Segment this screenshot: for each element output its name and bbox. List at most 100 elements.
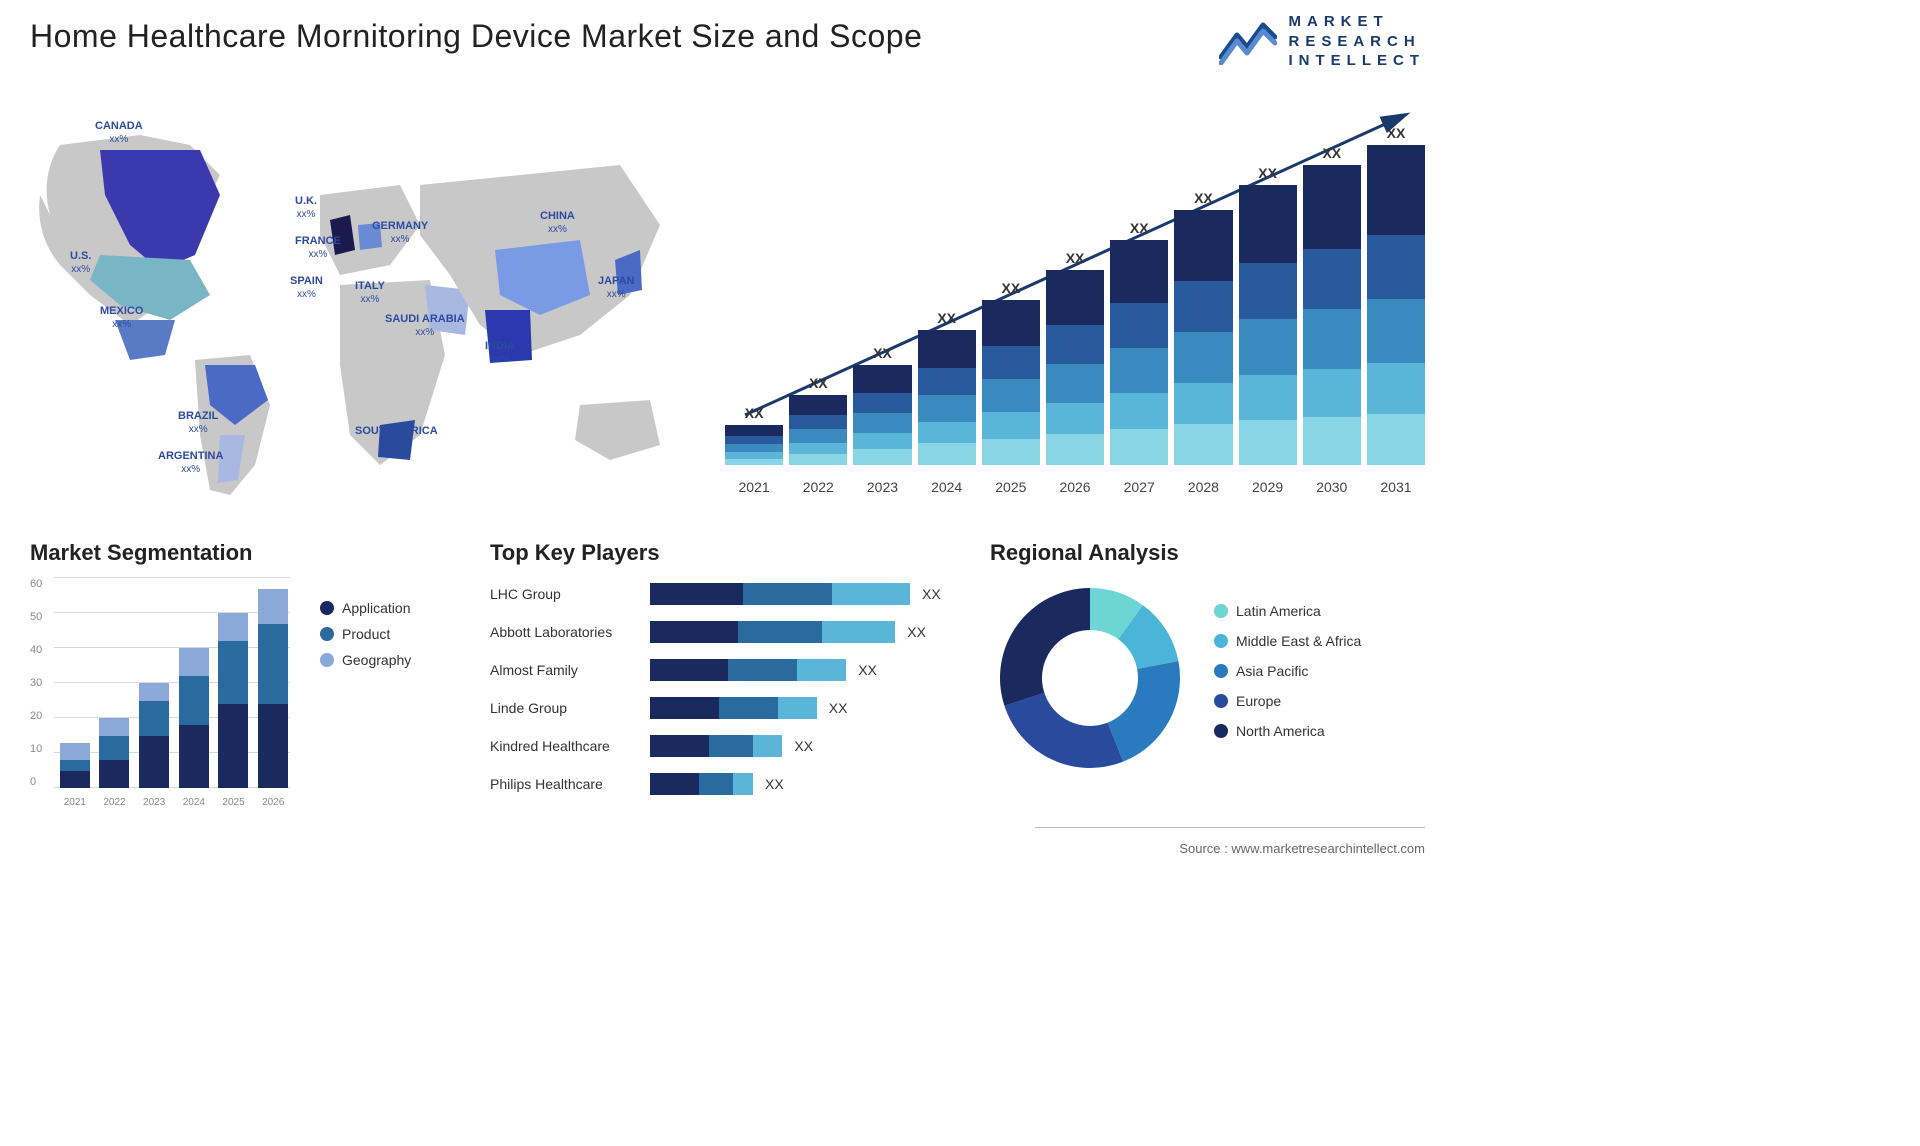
- year-label: 2027: [1110, 479, 1168, 495]
- bar-segment: [1367, 363, 1425, 414]
- seg-bar-segment: [218, 613, 248, 641]
- y-tick-label: 60: [30, 578, 54, 590]
- world-map: CANADAxx%U.S.xx%MEXICOxx%BRAZILxx%ARGENT…: [20, 95, 680, 505]
- bar-segment: [725, 444, 783, 452]
- bar-segment: [1110, 240, 1168, 303]
- seg-year-label: 2022: [98, 797, 132, 808]
- bar-segment: [982, 412, 1040, 438]
- y-tick-label: 40: [30, 644, 54, 656]
- bar-segment: [1239, 375, 1297, 420]
- legend-dot-icon: [1214, 604, 1228, 618]
- bar-segment: [1239, 185, 1297, 263]
- player-bar-segment: [738, 621, 821, 643]
- logo-line3: INTELLECT: [1289, 51, 1426, 71]
- bar-segment: [1239, 263, 1297, 319]
- legend-label: Europe: [1236, 693, 1281, 709]
- map-label: U.S.xx%: [70, 250, 91, 275]
- year-bar: XX: [982, 280, 1040, 465]
- bar-segment: [1110, 303, 1168, 348]
- player-value: XX: [922, 586, 941, 602]
- player-bar-segment: [778, 697, 817, 719]
- bar-segment: [853, 449, 911, 465]
- legend-item: North America: [1214, 723, 1361, 739]
- player-bar-segment: [733, 773, 753, 795]
- legend-item: Europe: [1214, 693, 1361, 709]
- player-bar: [650, 583, 910, 605]
- seg-bar: [218, 613, 248, 788]
- regional-donut-chart: [990, 578, 1190, 778]
- bar-segment: [1110, 429, 1168, 465]
- player-bar-segment: [650, 621, 738, 643]
- seg-bar: [179, 648, 209, 788]
- seg-bar-segment: [258, 624, 288, 705]
- map-svg: [20, 95, 680, 505]
- bar-segment: [725, 425, 783, 436]
- bar-value-label: XX: [1194, 190, 1213, 206]
- player-name: Philips Healthcare: [490, 776, 650, 792]
- player-value: XX: [858, 662, 877, 678]
- year-label: 2026: [1046, 479, 1104, 495]
- bar-segment: [853, 433, 911, 449]
- bar-segment: [1367, 299, 1425, 363]
- year-label: 2024: [918, 479, 976, 495]
- seg-bar-segment: [179, 725, 209, 788]
- bar-value-label: XX: [873, 345, 892, 361]
- legend-item: Latin America: [1214, 603, 1361, 619]
- donut-slice: [1000, 588, 1090, 706]
- bar-segment: [1239, 420, 1297, 465]
- player-bar-segment: [743, 583, 831, 605]
- player-name: Linde Group: [490, 700, 650, 716]
- player-bar-segment: [832, 583, 910, 605]
- map-label: INDIAxx%: [485, 340, 515, 365]
- bar-segment: [982, 346, 1040, 379]
- bar-segment: [1367, 235, 1425, 299]
- legend-label: Latin America: [1236, 603, 1321, 619]
- year-bar: XX: [789, 375, 847, 465]
- legend-dot-icon: [1214, 634, 1228, 648]
- map-label: CANADAxx%: [95, 120, 143, 145]
- player-name: Abbott Laboratories: [490, 624, 650, 640]
- map-label: SPAINxx%: [290, 275, 323, 300]
- legend-label: North America: [1236, 723, 1325, 739]
- year-bar: XX: [918, 310, 976, 465]
- market-size-chart: XXXXXXXXXXXXXXXXXXXXXX 20212022202320242…: [725, 95, 1425, 495]
- bar-segment: [982, 439, 1040, 465]
- player-bar-segment: [650, 697, 719, 719]
- donut-slice: [1004, 693, 1123, 768]
- player-row: Philips HealthcareXX: [490, 768, 960, 800]
- bar-segment: [1110, 348, 1168, 393]
- legend-item: Product: [320, 626, 411, 642]
- segmentation-title: Market Segmentation: [30, 540, 450, 566]
- bar-segment: [918, 368, 976, 395]
- logo-line1: MARKET: [1289, 12, 1426, 32]
- seg-year-label: 2021: [58, 797, 92, 808]
- source-divider: [1035, 827, 1425, 828]
- player-row: Abbott LaboratoriesXX: [490, 616, 960, 648]
- player-name: Kindred Healthcare: [490, 738, 650, 754]
- legend-item: Geography: [320, 652, 411, 668]
- bar-segment: [1303, 369, 1361, 417]
- year-label: 2022: [789, 479, 847, 495]
- seg-year-label: 2025: [217, 797, 251, 808]
- player-row: LHC GroupXX: [490, 578, 960, 610]
- seg-bar-segment: [139, 701, 169, 736]
- bar-segment: [1174, 383, 1232, 424]
- bar-segment: [918, 443, 976, 465]
- bar-segment: [982, 300, 1040, 346]
- bar-segment: [789, 415, 847, 429]
- bar-segment: [1174, 281, 1232, 332]
- legend-dot-icon: [1214, 694, 1228, 708]
- y-tick-label: 0: [30, 776, 54, 788]
- player-bar-segment: [650, 773, 699, 795]
- bar-segment: [853, 365, 911, 393]
- year-label: 2028: [1174, 479, 1232, 495]
- map-label: JAPANxx%: [598, 275, 634, 300]
- legend-label: Middle East & Africa: [1236, 633, 1361, 649]
- logo-line2: RESEARCH: [1289, 32, 1426, 52]
- y-tick-label: 10: [30, 743, 54, 755]
- seg-bar-segment: [60, 760, 90, 771]
- bar-segment: [789, 395, 847, 415]
- bar-value-label: XX: [809, 375, 828, 391]
- seg-bar-segment: [179, 648, 209, 676]
- bar-segment: [1046, 434, 1104, 465]
